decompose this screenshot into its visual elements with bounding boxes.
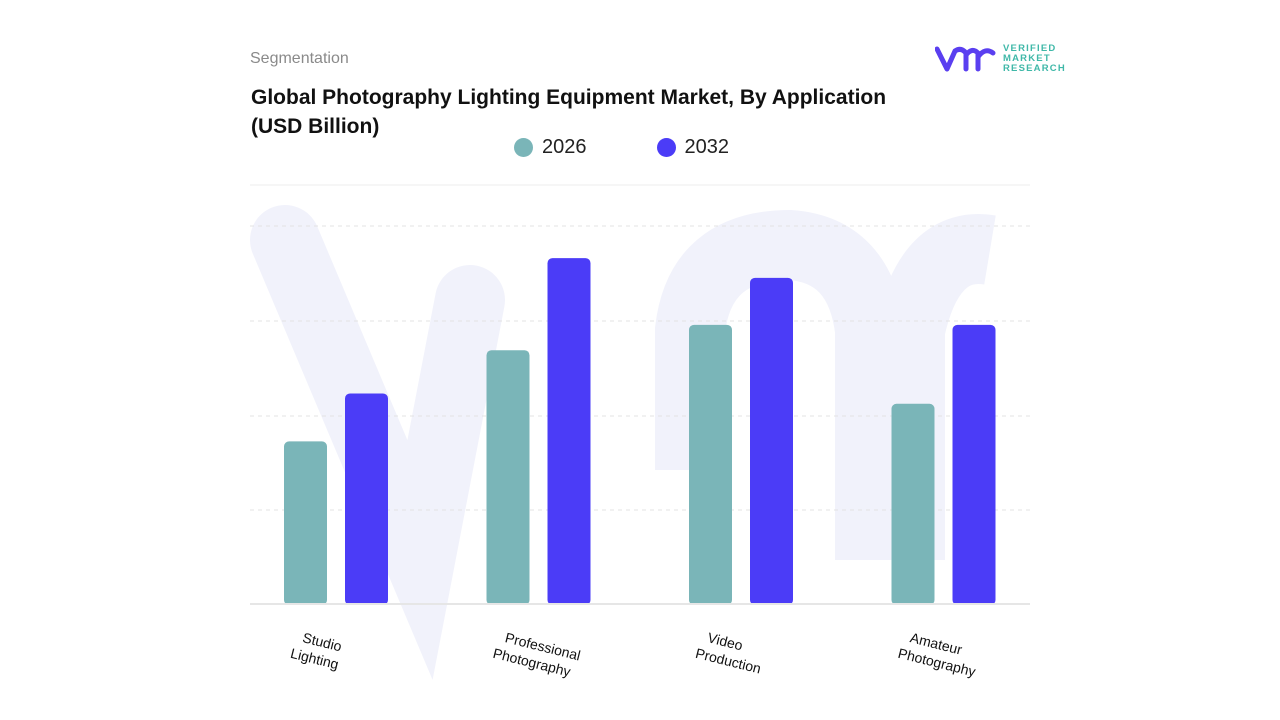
- legend-label: 2026: [542, 136, 587, 158]
- bar-2032: [952, 324, 996, 605]
- logo: VERIFIED MARKET RESEARCH: [935, 44, 1066, 74]
- legend-label: 2032: [684, 136, 730, 158]
- bar-2032: [750, 277, 793, 605]
- logo-text: VERIFIED MARKET RESEARCH: [1003, 44, 1066, 74]
- legend: 2026 2032: [514, 136, 729, 159]
- chart-title: Global Photography Lighting Equipment Ma…: [251, 86, 887, 138]
- legend-dot: [656, 138, 676, 157]
- bar-2032: [345, 393, 388, 605]
- logo-line: MARKET: [1003, 53, 1051, 64]
- x-tick-label: StudioLighting: [289, 627, 345, 672]
- logo-line: RESEARCH: [1003, 63, 1066, 74]
- legend-item-2026: 2026: [514, 136, 587, 159]
- x-tick-label: AmateurPhotography: [896, 627, 981, 679]
- legend-dot: [514, 138, 533, 157]
- legend-item-2032: 2032: [656, 136, 730, 159]
- bar-2026: [284, 441, 327, 605]
- bar-2026: [891, 403, 935, 605]
- bar-2032: [547, 258, 591, 605]
- x-tick-label: VideoProduction: [694, 627, 767, 676]
- logo-line: VERIFIED: [1003, 43, 1057, 54]
- vmr-logo-icon: [935, 46, 996, 72]
- bar-2026: [689, 324, 732, 605]
- section-label: Segmentation: [250, 50, 349, 67]
- watermark: [250, 205, 996, 680]
- x-tick-label: ProfessionalPhotography: [491, 627, 582, 681]
- bar-2026: [486, 350, 530, 605]
